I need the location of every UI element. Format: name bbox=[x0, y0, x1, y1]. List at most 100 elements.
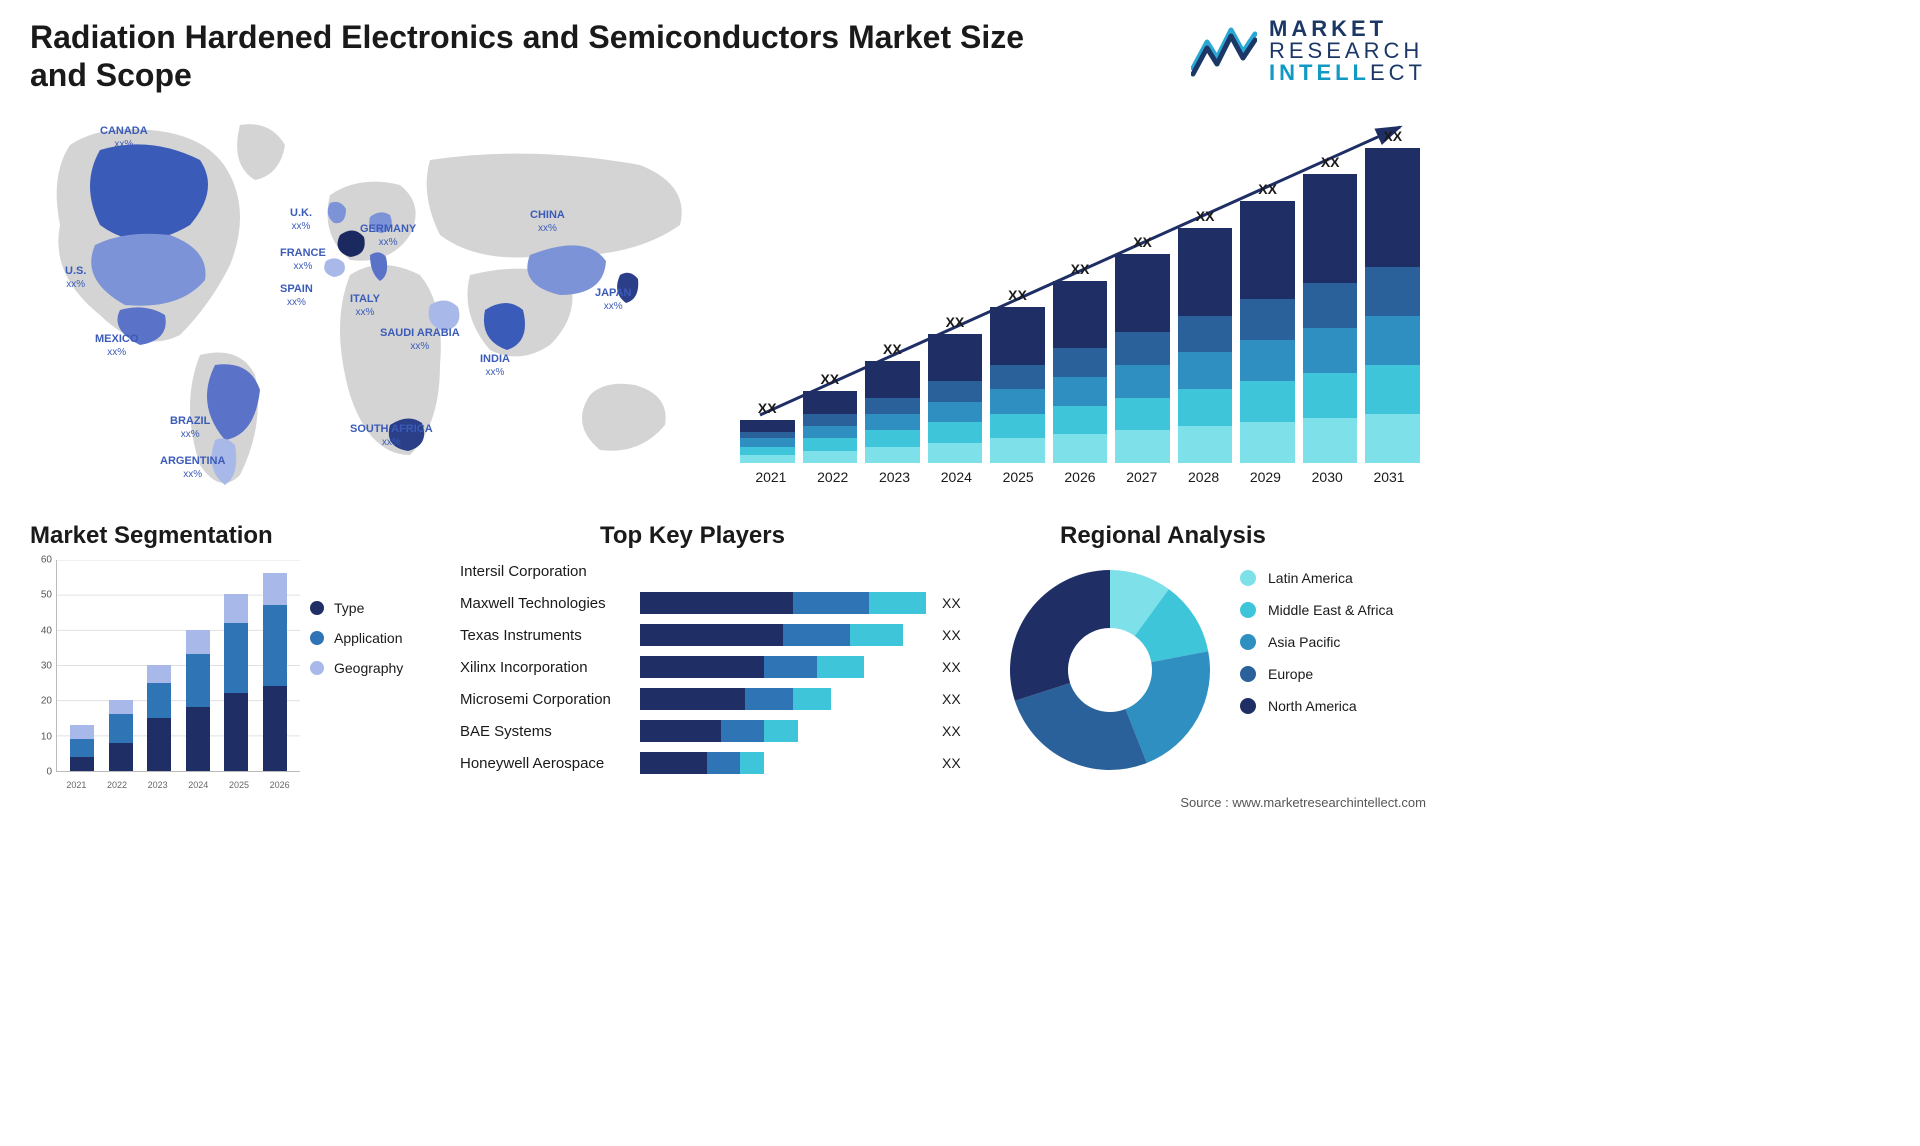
player-row: Maxwell TechnologiesXX bbox=[460, 587, 970, 619]
bar-top-label: XX bbox=[1133, 234, 1152, 250]
bar-segment bbox=[186, 707, 210, 771]
donut-slice bbox=[1015, 683, 1147, 770]
bar-segment bbox=[793, 592, 869, 614]
bar-segment bbox=[928, 402, 983, 422]
bar-segment bbox=[186, 630, 210, 655]
bar-top-label: XX bbox=[1321, 154, 1340, 170]
legend-label: Type bbox=[334, 600, 364, 616]
bar-segment bbox=[147, 718, 171, 771]
map-label: MEXICOxx% bbox=[95, 333, 138, 358]
bar-segment bbox=[740, 447, 795, 455]
bar-column: XX bbox=[740, 400, 795, 463]
bar-segment bbox=[721, 720, 764, 742]
logo-line1: MARKET bbox=[1269, 18, 1426, 40]
legend-label: Asia Pacific bbox=[1268, 634, 1340, 650]
bar-column bbox=[109, 700, 133, 771]
bar-segment bbox=[1178, 389, 1233, 426]
bar-segment bbox=[224, 594, 248, 622]
bar-segment bbox=[928, 422, 983, 442]
bar-column: XX bbox=[1053, 261, 1108, 463]
bar-segment bbox=[186, 654, 210, 707]
segmentation-legend: TypeApplicationGeography bbox=[310, 600, 403, 690]
player-value: XX bbox=[936, 755, 970, 771]
bar-segment bbox=[1303, 418, 1358, 463]
player-bar bbox=[640, 720, 936, 742]
x-tick: 2023 bbox=[148, 780, 168, 790]
legend-swatch bbox=[310, 661, 324, 675]
source-text: Source : www.marketresearchintellect.com bbox=[1180, 795, 1426, 810]
legend-swatch bbox=[1240, 666, 1256, 682]
bar-segment bbox=[928, 381, 983, 401]
infographic-canvas: Radiation Hardened Electronics and Semic… bbox=[0, 0, 1456, 816]
player-name: Xilinx Incorporation bbox=[460, 659, 640, 676]
legend-swatch bbox=[1240, 570, 1256, 586]
bar-segment bbox=[147, 683, 171, 718]
map-label: JAPANxx% bbox=[595, 287, 631, 312]
player-name: Honeywell Aerospace bbox=[460, 755, 640, 772]
bar-segment bbox=[990, 414, 1045, 439]
bar-segment bbox=[745, 688, 793, 710]
world-map: CANADAxx%U.S.xx%MEXICOxx%BRAZILxx%ARGENT… bbox=[30, 105, 710, 495]
bar-segment bbox=[865, 447, 920, 463]
map-label: ITALYxx% bbox=[350, 293, 380, 318]
bar-column bbox=[186, 630, 210, 771]
player-value: XX bbox=[936, 595, 970, 611]
logo-wave-icon bbox=[1191, 24, 1257, 78]
bar-segment bbox=[990, 307, 1045, 364]
bar-segment bbox=[850, 624, 903, 646]
bar-segment bbox=[803, 414, 858, 426]
bar-segment bbox=[803, 451, 858, 463]
player-row: Intersil Corporation bbox=[460, 555, 970, 587]
bar-segment bbox=[783, 624, 850, 646]
bar-segment bbox=[70, 725, 94, 739]
x-tick: 2021 bbox=[66, 780, 86, 790]
legend-swatch bbox=[1240, 602, 1256, 618]
player-name: Microsemi Corporation bbox=[460, 691, 640, 708]
bar-segment bbox=[224, 623, 248, 694]
legend-swatch bbox=[1240, 698, 1256, 714]
legend-label: Europe bbox=[1268, 666, 1313, 682]
bar-segment bbox=[640, 752, 707, 774]
bar-segment bbox=[740, 455, 795, 463]
player-value: XX bbox=[936, 691, 970, 707]
player-value: XX bbox=[936, 627, 970, 643]
player-bar bbox=[640, 592, 936, 614]
bar-segment bbox=[1365, 365, 1420, 414]
bar-segment bbox=[109, 700, 133, 714]
bar-top-label: XX bbox=[758, 400, 777, 416]
map-label: U.S.xx% bbox=[65, 265, 86, 290]
bar-column: XX bbox=[928, 314, 983, 463]
map-label: SOUTH AFRICAxx% bbox=[350, 423, 433, 448]
x-tick: 2026 bbox=[270, 780, 290, 790]
legend-swatch bbox=[310, 631, 324, 645]
bar-segment bbox=[1303, 328, 1358, 373]
bar-column bbox=[263, 573, 287, 771]
bar-segment bbox=[263, 605, 287, 686]
x-tick: 2023 bbox=[864, 469, 926, 485]
bar-top-label: XX bbox=[1008, 287, 1027, 303]
donut-slice bbox=[1010, 570, 1110, 701]
logo-line2: RESEARCH bbox=[1269, 40, 1426, 62]
legend-item: Asia Pacific bbox=[1240, 634, 1393, 650]
bar-segment bbox=[640, 592, 793, 614]
map-label: INDIAxx% bbox=[480, 353, 510, 378]
bar-segment bbox=[1365, 414, 1420, 463]
player-row: Xilinx IncorporationXX bbox=[460, 651, 970, 683]
bar-column bbox=[147, 665, 171, 771]
segmentation-title: Market Segmentation bbox=[30, 522, 273, 550]
map-label: SPAINxx% bbox=[280, 283, 313, 308]
map-label: BRAZILxx% bbox=[170, 415, 210, 440]
bar-segment bbox=[1115, 254, 1170, 332]
y-tick: 50 bbox=[30, 590, 52, 601]
bar-segment bbox=[1053, 434, 1108, 463]
player-bar bbox=[640, 752, 936, 774]
bar-top-label: XX bbox=[1071, 261, 1090, 277]
legend-label: Middle East & Africa bbox=[1268, 602, 1393, 618]
bar-segment bbox=[224, 693, 248, 771]
player-bar bbox=[640, 624, 936, 646]
bar-segment bbox=[865, 398, 920, 414]
main-bar-chart: XXXXXXXXXXXXXXXXXXXXXX 20212022202320242… bbox=[740, 115, 1420, 485]
logo-line3: INTELLECT bbox=[1269, 62, 1426, 84]
legend-swatch bbox=[310, 601, 324, 615]
bar-segment bbox=[793, 688, 831, 710]
